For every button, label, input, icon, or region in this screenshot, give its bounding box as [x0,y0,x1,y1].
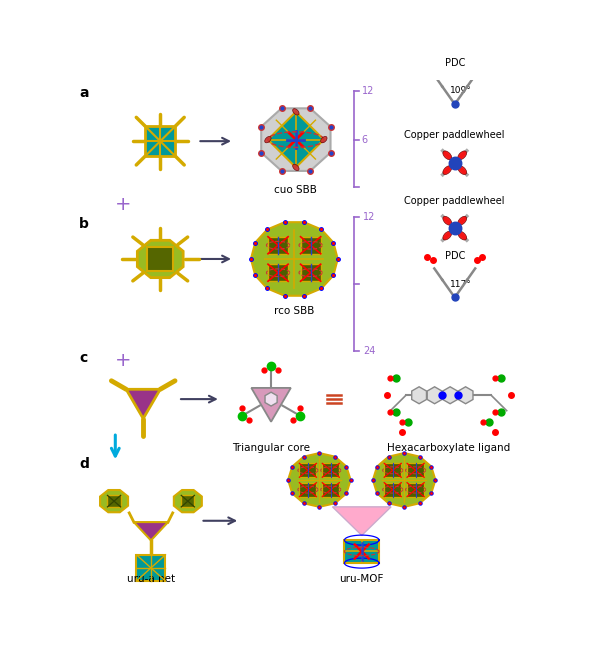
Text: 12: 12 [364,211,376,221]
Polygon shape [148,247,173,271]
Text: a: a [79,86,88,99]
Polygon shape [137,240,183,278]
Polygon shape [384,483,401,497]
Polygon shape [268,265,288,281]
Text: PDC: PDC [445,58,465,68]
Text: c: c [79,351,87,365]
Polygon shape [407,463,424,477]
Text: 24: 24 [364,346,376,357]
Text: rco SBB: rco SBB [274,306,314,316]
Polygon shape [136,555,166,581]
Ellipse shape [320,137,327,143]
Polygon shape [384,463,401,477]
Ellipse shape [443,231,452,240]
Polygon shape [344,540,379,563]
Ellipse shape [265,137,271,143]
Ellipse shape [458,151,467,160]
Polygon shape [407,483,424,497]
Polygon shape [443,387,457,404]
Polygon shape [265,392,277,406]
Ellipse shape [443,216,452,225]
Polygon shape [301,237,320,254]
Polygon shape [322,483,340,497]
Polygon shape [268,112,324,167]
Polygon shape [100,490,128,512]
Polygon shape [301,265,320,281]
Text: 6: 6 [362,135,368,145]
Text: 117°: 117° [450,280,472,288]
Polygon shape [261,108,331,171]
Text: Copper paddlewheel: Copper paddlewheel [404,130,505,140]
Polygon shape [174,490,202,512]
Polygon shape [412,387,427,404]
Text: b: b [79,217,89,231]
Polygon shape [299,463,316,477]
Polygon shape [251,388,291,422]
Text: Triangular core: Triangular core [232,443,310,453]
Polygon shape [299,483,316,497]
Polygon shape [126,389,160,418]
Ellipse shape [293,109,299,115]
Polygon shape [332,507,391,536]
Polygon shape [373,453,436,507]
Text: uru-MOF: uru-MOF [340,573,384,583]
Text: Hexacarboxylate ligand: Hexacarboxylate ligand [387,443,510,453]
Polygon shape [268,237,288,254]
Polygon shape [134,522,168,540]
Text: PDC: PDC [445,251,465,261]
Polygon shape [427,387,442,404]
Text: 109°: 109° [450,86,472,95]
Ellipse shape [443,151,452,160]
Polygon shape [107,495,121,507]
Text: cuo SBB: cuo SBB [274,185,317,195]
Polygon shape [251,222,338,296]
Polygon shape [322,463,340,477]
Text: uru-a net: uru-a net [127,573,175,583]
Ellipse shape [293,164,299,170]
Polygon shape [458,387,473,404]
Ellipse shape [458,231,467,240]
Text: +: + [115,195,131,213]
Text: Copper paddlewheel: Copper paddlewheel [404,196,505,206]
Ellipse shape [443,166,452,174]
Ellipse shape [458,216,467,225]
Polygon shape [288,453,350,507]
Text: 12: 12 [362,86,374,96]
Text: +: + [115,351,131,370]
Polygon shape [181,495,194,507]
Ellipse shape [458,166,467,174]
Polygon shape [145,126,175,156]
Text: d: d [79,457,89,471]
